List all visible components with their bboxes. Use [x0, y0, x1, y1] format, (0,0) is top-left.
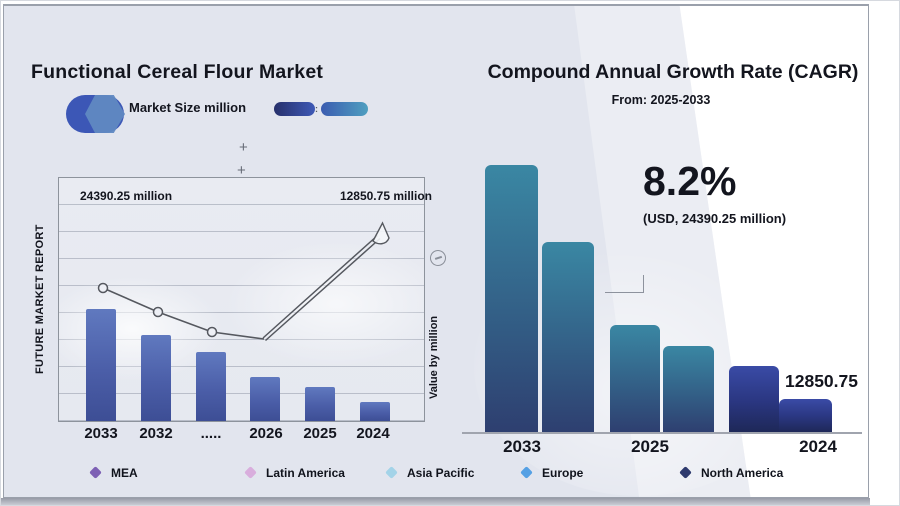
market-size-bar	[86, 309, 116, 421]
left-chart-bars	[59, 309, 424, 421]
trend-marker	[97, 282, 109, 294]
legend-diamond-icon	[244, 466, 257, 479]
cagr-bar	[663, 346, 714, 432]
left-chart-year-label: .....	[200, 425, 222, 442]
gradient-pill-right	[321, 102, 368, 116]
trend-line	[102, 287, 265, 340]
cagr-bar	[485, 165, 538, 432]
growth-arrow-head	[372, 221, 390, 245]
cagr-year-label: 2024	[799, 437, 837, 456]
value-axis-label: Value by million	[428, 315, 440, 399]
cagr-value: 8.2%	[643, 158, 737, 204]
legend-item: Asia Pacific	[385, 465, 475, 480]
left-chart-year-label: 2032	[139, 425, 173, 442]
bottom-shadow-strip	[1, 498, 870, 505]
legend-diamond-icon	[679, 466, 692, 479]
start-value-annotation: 24390.25 million	[80, 189, 173, 203]
market-size-bar	[140, 335, 171, 421]
left-chart-year-label: 2033	[84, 425, 118, 442]
left-chart-year-label: 2025	[303, 425, 337, 442]
gradient-pill-left	[274, 102, 315, 116]
pill-separator: :	[315, 104, 318, 114]
legend-label: Europe	[542, 465, 584, 480]
cagr-bar	[542, 242, 594, 432]
cagr-bar	[779, 399, 832, 432]
cagr-bar	[610, 325, 660, 432]
end-value-annotation: 12850.75 million	[339, 189, 432, 203]
growth-arrow-line	[265, 237, 381, 342]
market-size-chart: 24390.25 million 12850.75 million	[58, 177, 432, 422]
market-size-bar	[305, 387, 336, 421]
legend-diamond-icon	[89, 466, 102, 479]
trend-line-overlay	[97, 221, 390, 342]
legend-label: MEA	[111, 465, 138, 480]
plus-mark-icon: +	[239, 139, 248, 156]
cagr-title: Compound Annual Growth Rate (CAGR)	[487, 61, 859, 83]
page-title: Functional Cereal Flour Market	[31, 61, 324, 83]
brand-logo	[66, 95, 125, 133]
cagr-bar	[729, 366, 779, 432]
market-size-label: Market Size million	[129, 100, 247, 115]
legend-item: MEA	[89, 465, 138, 480]
legend-item: Latin America	[244, 465, 345, 480]
left-chart-year-label: 2024	[356, 425, 390, 442]
legend-item: Europe	[520, 465, 584, 480]
future-market-report-watermark: FUTURE MARKET REPORT	[34, 224, 46, 375]
growth-arrow-line	[262, 234, 379, 339]
plus-mark-icon: +	[237, 162, 246, 179]
legend-diamond-icon	[520, 466, 533, 479]
legend-item: North America	[679, 465, 784, 480]
trend-marker	[206, 326, 218, 338]
cagr-subtitle: From: 2025-2033	[611, 93, 711, 107]
left-chart-year-label: 2026	[249, 425, 283, 442]
market-size-bar	[359, 402, 390, 421]
corner-bracket-decoration	[605, 275, 644, 293]
market-size-bar	[195, 352, 226, 421]
cagr-2024-value-label: 12850.75	[785, 371, 858, 391]
legend-label: North America	[701, 465, 784, 480]
cagr-detail: (USD, 24390.25 million)	[643, 211, 787, 226]
cagr-year-label: 2025	[631, 437, 669, 456]
cagr-year-label: 2033	[503, 437, 541, 456]
legend-diamond-icon	[385, 466, 398, 479]
market-size-bar	[250, 377, 281, 421]
legend-label: Asia Pacific	[407, 465, 475, 480]
legend-label: Latin America	[266, 465, 345, 480]
cagr-chart-axis	[462, 432, 862, 434]
trend-marker	[152, 306, 164, 318]
